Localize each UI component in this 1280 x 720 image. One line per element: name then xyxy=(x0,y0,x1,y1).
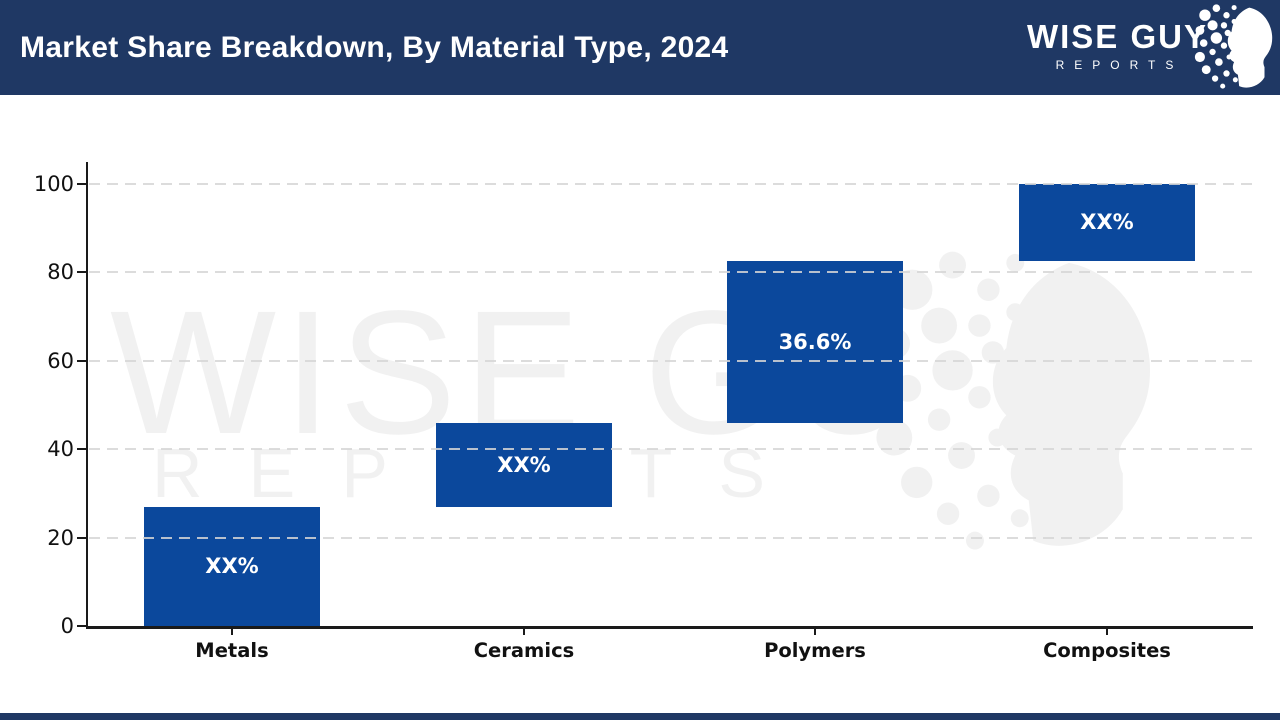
brand-logo: WISE GUY REPORTS xyxy=(1027,0,1280,95)
brand-name: WISE GUY xyxy=(1026,17,1208,55)
gridline xyxy=(89,359,1253,362)
gridline xyxy=(89,271,1253,274)
x-category-label: Ceramics xyxy=(473,639,575,662)
bar-segment-ceramics: XX% xyxy=(436,422,612,507)
brand-subtitle: REPORTS xyxy=(1055,57,1184,72)
page-title: Market Share Breakdown, By Material Type… xyxy=(20,30,729,64)
footer-bar xyxy=(0,713,1280,720)
x-tick-mark xyxy=(231,627,233,635)
y-tick-mark xyxy=(77,625,86,627)
bar-value-label: XX% xyxy=(497,452,551,477)
bar-segment-polymers: 36.6% xyxy=(727,260,903,423)
bar-value-label: 36.6% xyxy=(778,329,852,354)
x-tick-mark xyxy=(523,627,525,635)
x-category-label: Composites xyxy=(1043,639,1171,662)
y-tick-label: 60 xyxy=(47,348,74,373)
watermark-head-icon xyxy=(876,251,1151,550)
bar-value-label: XX% xyxy=(1080,210,1134,235)
x-axis-line xyxy=(86,626,1253,629)
y-tick-mark xyxy=(77,359,86,362)
y-tick-label: 80 xyxy=(47,260,74,285)
gridline xyxy=(89,183,1253,185)
bar-value-label: XX% xyxy=(205,554,259,579)
y-tick-label: 100 xyxy=(33,172,74,196)
gridline xyxy=(89,448,1253,451)
y-tick-label: 0 xyxy=(60,614,74,638)
y-tick-mark xyxy=(77,183,86,185)
y-tick-mark xyxy=(77,271,86,274)
x-tick-mark xyxy=(1106,627,1108,635)
x-tick-mark xyxy=(814,627,816,635)
brand-wordmark: WISE GUY REPORTS xyxy=(1027,20,1208,72)
x-category-label: Polymers xyxy=(764,639,866,662)
y-tick-label: 20 xyxy=(47,525,74,550)
y-tick-label: 40 xyxy=(47,437,74,462)
dotted-head-icon xyxy=(1194,4,1273,89)
y-axis-line xyxy=(86,162,88,628)
y-tick-mark xyxy=(77,536,86,539)
x-category-label: Metals xyxy=(195,639,269,662)
header-bar: Market Share Breakdown, By Material Type… xyxy=(0,0,1280,95)
gridline xyxy=(89,536,1253,539)
bar-segment-metals: XX% xyxy=(144,506,320,626)
y-tick-mark xyxy=(77,448,86,451)
bar-segment-composites: XX% xyxy=(1019,184,1195,261)
